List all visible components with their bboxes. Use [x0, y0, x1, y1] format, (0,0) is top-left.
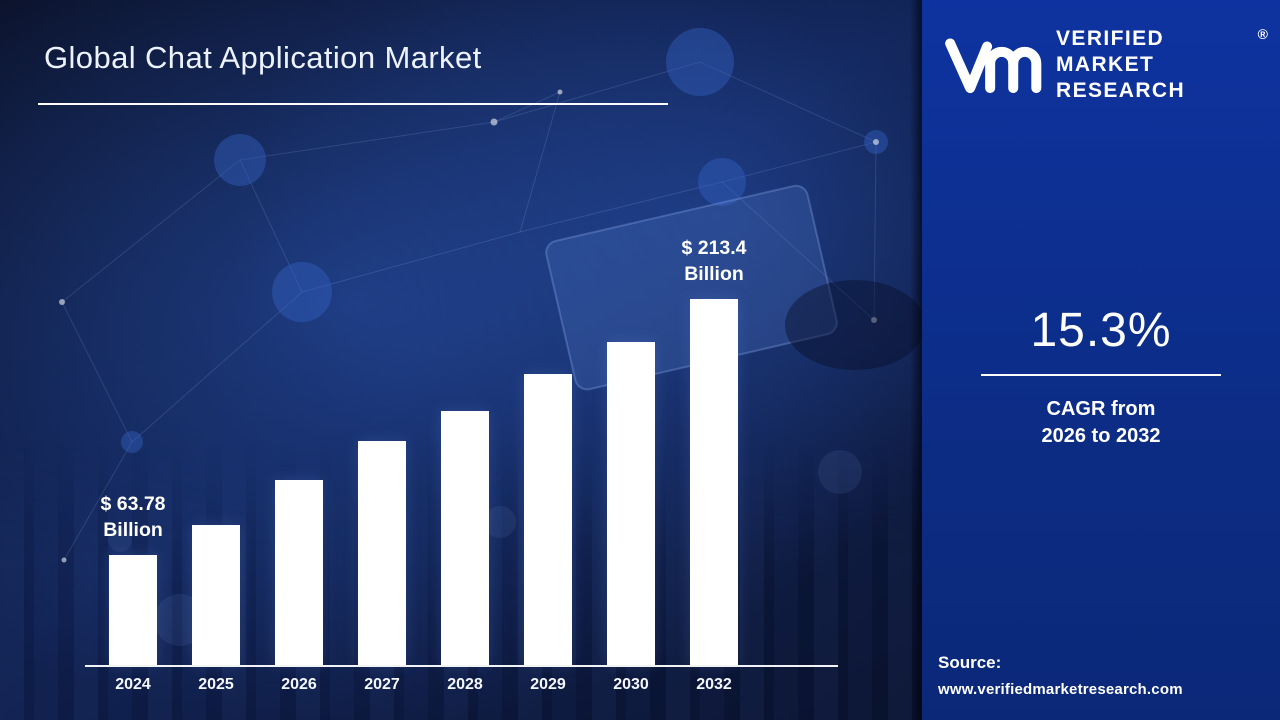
cagr-value: 15.3% — [1030, 304, 1172, 357]
x-tick-label-2032: 2032 — [696, 676, 732, 693]
bar-group-2029: 2029 — [524, 270, 572, 693]
bar-group-2026: 2026 — [275, 270, 323, 693]
bar-group-2027: 2027 — [358, 270, 406, 693]
bar-group-2025: 2025 — [192, 270, 240, 693]
x-tick-label-2030: 2030 — [613, 676, 649, 693]
bar-2026 — [275, 480, 323, 665]
bar-group-2028: 2028 — [441, 270, 489, 693]
bar-2024 — [109, 555, 157, 665]
bar-2027 — [358, 441, 406, 665]
side-panel: VERIFIED MARKET RESEARCH ® 15.3% CAGR fr… — [922, 0, 1280, 720]
cagr-block: 15.3% CAGR from 2026 to 2032 — [922, 303, 1280, 450]
network-decoration — [59, 28, 888, 646]
title-underline — [38, 103, 668, 105]
vmr-logo-monogram-icon — [945, 38, 1042, 94]
vmr-logo: VERIFIED MARKET RESEARCH — [944, 26, 1262, 104]
x-tick-label-2024: 2024 — [115, 676, 151, 693]
x-tick-label-2029: 2029 — [530, 676, 566, 693]
registered-trademark-symbol: ® — [1257, 26, 1268, 42]
source-url: www.verifiedmarketresearch.com — [938, 681, 1183, 698]
bar-chart-bars: 2024 $ 63.78 Billion 2025 2026 2027 2028 2029 2… — [85, 237, 838, 693]
cagr-underline — [981, 374, 1221, 376]
bar-group-2024: 2024 $ 63.78 Billion — [100, 270, 165, 693]
chart-title: Global Chat Application Market — [44, 40, 482, 75]
cagr-label-line2: 2026 to 2032 — [1041, 425, 1161, 447]
x-tick-label-2028: 2028 — [447, 676, 483, 693]
bar-2029 — [524, 374, 572, 665]
bar-value-annotation-2024: $ 63.78 Billion — [100, 493, 166, 541]
bar-2030 — [607, 342, 655, 665]
logo-line-2: MARKET — [1056, 53, 1155, 76]
x-tick-label-2025: 2025 — [198, 676, 234, 693]
bar-group-2030: 2030 — [607, 270, 655, 693]
bar-2025 — [192, 525, 240, 665]
x-tick-label-2027: 2027 — [364, 676, 400, 693]
bar-group-2032: 2032 $ 213.4 Billion — [681, 237, 746, 693]
vmr-logo-text: VERIFIED MARKET RESEARCH — [1056, 26, 1185, 104]
logo-line-3: RESEARCH — [1056, 79, 1186, 102]
chart-section: Global Chat Application Market 2024 $ 63.… — [0, 0, 922, 720]
cagr-label-line1: CAGR from — [1046, 398, 1156, 420]
logo-line-1: VERIFIED — [1056, 27, 1165, 50]
bar-2028 — [441, 411, 489, 665]
source-block: Source: www.verifiedmarketresearch.com — [938, 653, 1183, 698]
source-label: Source: — [938, 653, 1002, 672]
x-tick-label-2026: 2026 — [281, 676, 317, 693]
bar-value-annotation-2032: $ 213.4 Billion — [681, 237, 747, 285]
bar-2032 — [690, 299, 738, 665]
x-axis-line — [85, 665, 838, 667]
